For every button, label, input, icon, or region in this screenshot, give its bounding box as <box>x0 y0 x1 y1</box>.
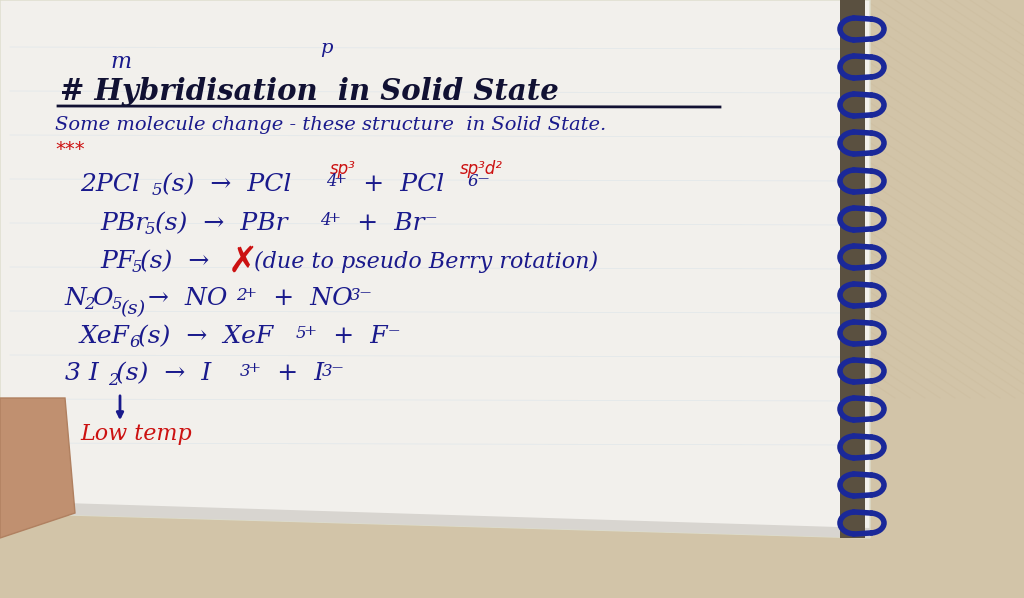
Text: (s)  →  PCl: (s) → PCl <box>162 173 292 196</box>
Text: ⁻: ⁻ <box>330 362 343 385</box>
Text: (s)  →: (s) → <box>140 250 209 273</box>
Text: sp³: sp³ <box>330 160 355 178</box>
Text: Low temp: Low temp <box>80 423 191 445</box>
Text: 4: 4 <box>326 173 337 190</box>
Text: (s): (s) <box>120 300 145 318</box>
Text: 2: 2 <box>108 372 119 389</box>
Text: PBr: PBr <box>100 212 147 235</box>
Text: Some molecule change - these structure  in Solid State.: Some molecule change - these structure i… <box>55 116 606 134</box>
Text: 6: 6 <box>468 173 478 190</box>
Polygon shape <box>0 398 75 538</box>
Polygon shape <box>0 0 870 538</box>
Text: 5: 5 <box>112 296 123 313</box>
Text: ⁻: ⁻ <box>476 173 489 196</box>
Text: 6: 6 <box>130 334 140 351</box>
Text: ⁺  +  Br⁻: ⁺ + Br⁻ <box>328 212 438 235</box>
Text: ⁺  +  PCl: ⁺ + PCl <box>334 173 444 196</box>
Text: XeF: XeF <box>80 325 130 348</box>
Text: ⁻: ⁻ <box>358 287 372 310</box>
Text: PF: PF <box>100 250 134 273</box>
Text: ⁺  +  NO: ⁺ + NO <box>244 287 352 310</box>
Text: ***: *** <box>55 140 85 159</box>
Text: N: N <box>65 287 87 310</box>
Text: 2: 2 <box>236 287 247 304</box>
Text: 3 I: 3 I <box>65 362 98 385</box>
Text: ✗: ✗ <box>228 245 258 279</box>
Text: (s)  →  XeF: (s) → XeF <box>138 325 273 348</box>
Text: 3: 3 <box>322 363 333 380</box>
Text: 5: 5 <box>145 221 156 238</box>
Text: 3: 3 <box>240 363 251 380</box>
Text: (due to pseudo Berry rotation): (due to pseudo Berry rotation) <box>254 251 598 273</box>
Text: 5: 5 <box>296 325 306 342</box>
Text: (s)  →  I: (s) → I <box>116 362 211 385</box>
Text: p: p <box>319 39 333 57</box>
Text: O: O <box>92 287 113 310</box>
Text: # Hybridisation  in Solid State: # Hybridisation in Solid State <box>60 77 559 106</box>
Text: 5: 5 <box>152 182 163 199</box>
Text: 3: 3 <box>350 287 360 304</box>
Text: 4: 4 <box>319 212 331 229</box>
Text: (s)  →  PBr: (s) → PBr <box>155 212 288 235</box>
Text: 5: 5 <box>132 259 142 276</box>
Text: ⁺  +  F⁻: ⁺ + F⁻ <box>304 325 400 348</box>
Text: m: m <box>110 51 131 73</box>
Text: 2PCl: 2PCl <box>80 173 140 196</box>
Text: ⁺  +  I: ⁺ + I <box>248 362 325 385</box>
Bar <box>840 0 865 538</box>
Polygon shape <box>0 501 870 538</box>
Text: sp³d²: sp³d² <box>460 160 503 178</box>
Text: →  NO: → NO <box>148 287 227 310</box>
Text: 2: 2 <box>84 296 94 313</box>
